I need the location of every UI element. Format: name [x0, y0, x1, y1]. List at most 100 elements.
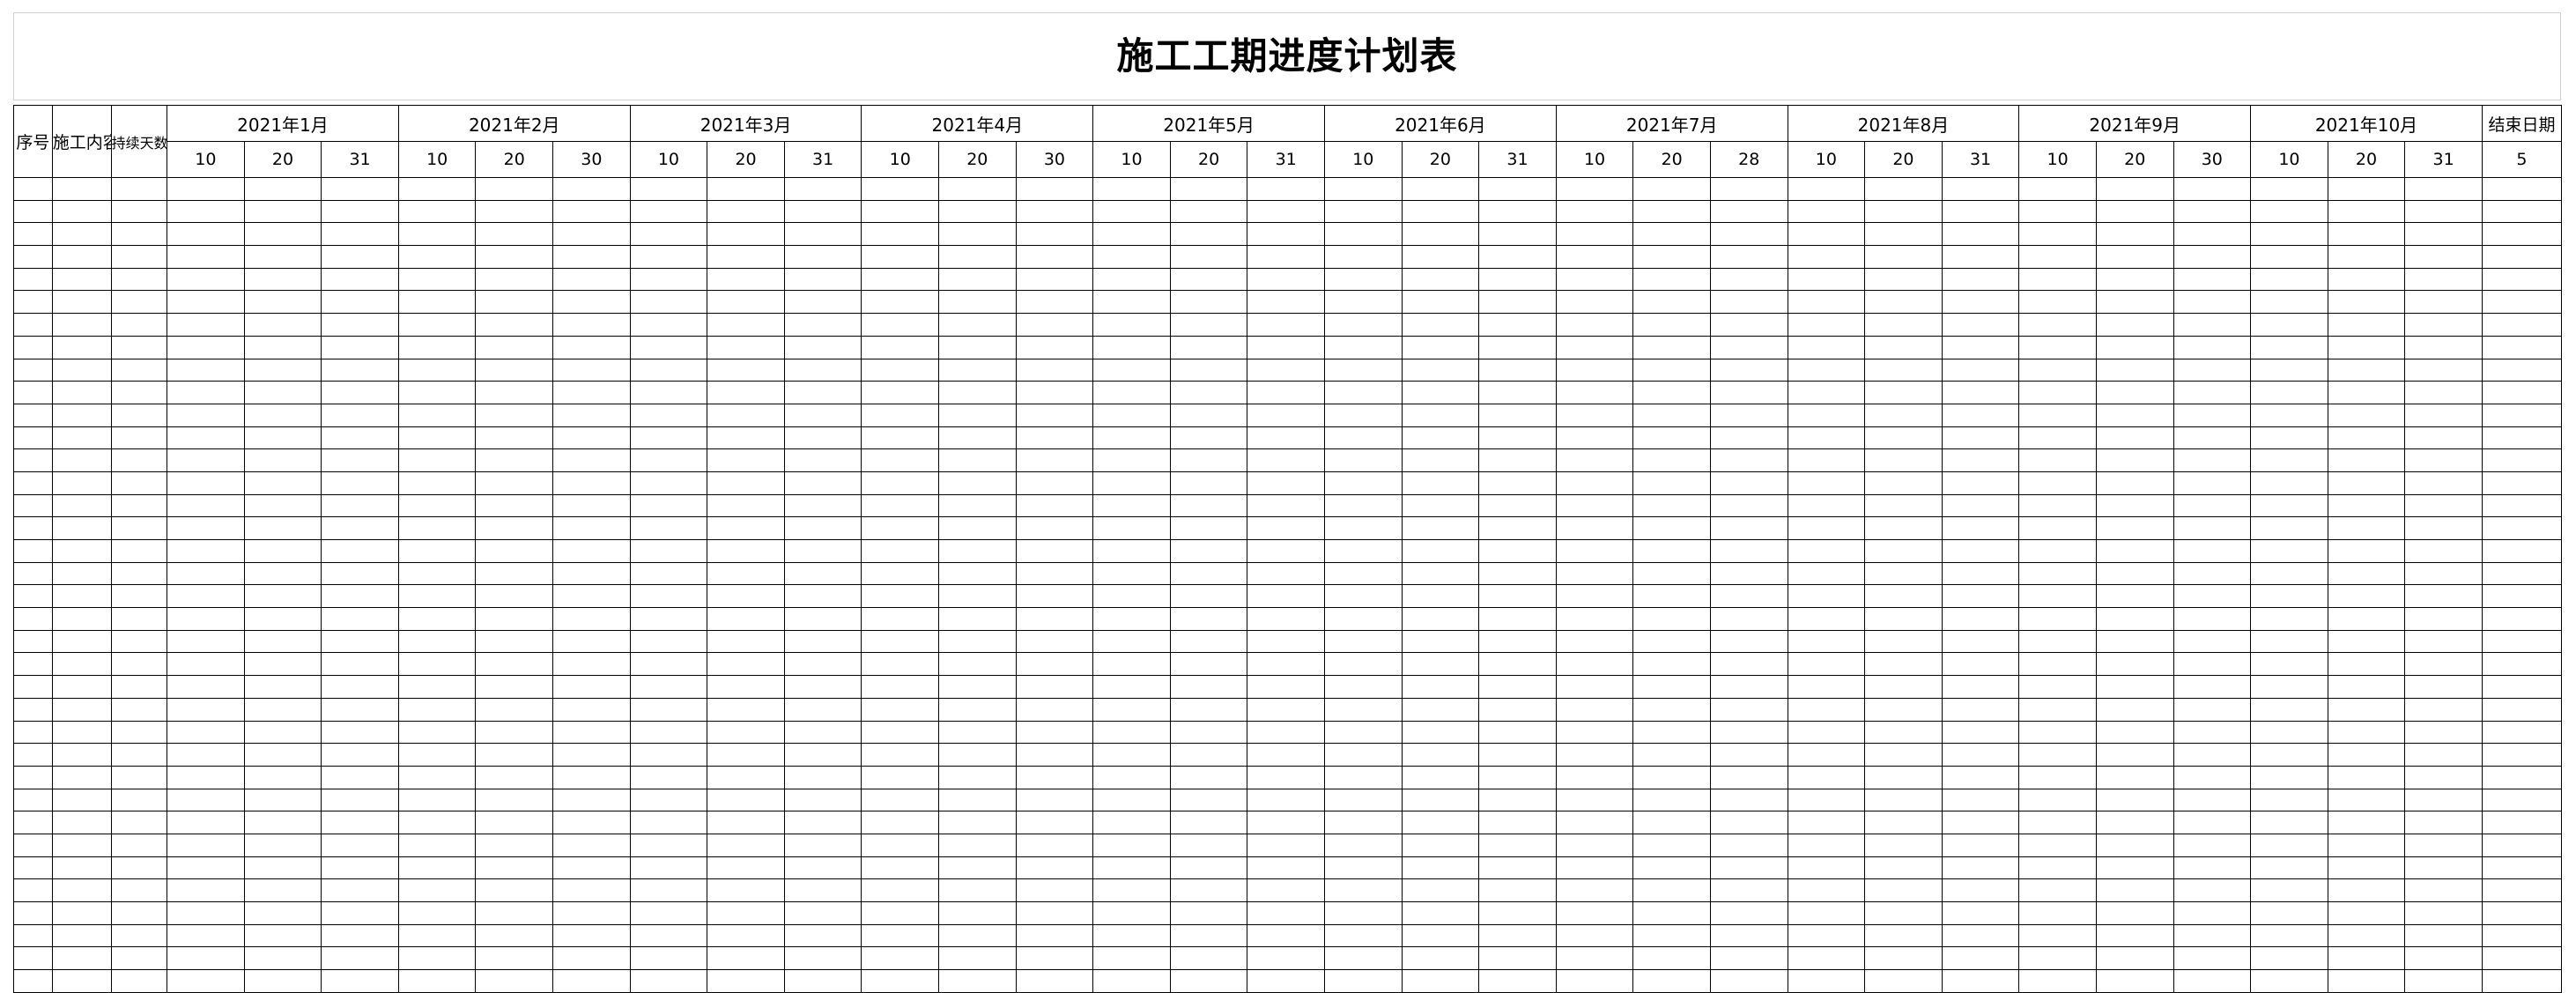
table-cell[interactable]	[707, 788, 785, 812]
table-cell[interactable]	[1169, 426, 1248, 450]
table-cell[interactable]	[2404, 720, 2483, 745]
table-cell[interactable]	[707, 697, 785, 722]
table-cell[interactable]	[2404, 856, 2483, 880]
table-cell[interactable]	[1787, 901, 1866, 925]
table-cell[interactable]	[1709, 471, 1788, 495]
table-cell[interactable]	[707, 743, 785, 767]
table-cell[interactable]	[1478, 493, 1557, 518]
table-cell[interactable]	[1092, 290, 1171, 315]
table-cell[interactable]	[861, 267, 940, 292]
table-cell[interactable]	[1401, 629, 1480, 654]
table-cell[interactable]	[1092, 946, 1171, 971]
table-cell[interactable]	[938, 177, 1017, 201]
table-cell[interactable]	[1401, 403, 1480, 427]
table-cell[interactable]	[397, 561, 477, 586]
table-cell[interactable]	[1323, 516, 1403, 540]
table-cell[interactable]	[2095, 675, 2174, 699]
table-cell[interactable]	[1401, 448, 1480, 472]
table-cell[interactable]	[1478, 290, 1557, 315]
table-cell[interactable]	[1015, 493, 1094, 518]
table-cell[interactable]	[2173, 403, 2252, 427]
table-cell[interactable]	[1864, 856, 1943, 880]
table-cell[interactable]	[13, 403, 53, 427]
table-cell[interactable]	[861, 335, 940, 359]
table-cell[interactable]	[707, 652, 785, 677]
table-cell[interactable]	[2095, 358, 2174, 382]
table-cell[interactable]	[13, 878, 53, 902]
table-cell[interactable]	[2481, 561, 2563, 586]
table-cell[interactable]	[243, 245, 322, 269]
table-cell[interactable]	[2095, 426, 2174, 450]
table-cell[interactable]	[2404, 765, 2483, 789]
table-cell[interactable]	[167, 426, 245, 450]
table-cell[interactable]	[2250, 629, 2328, 654]
table-cell[interactable]	[321, 878, 399, 902]
table-cell[interactable]	[243, 493, 322, 518]
table-cell[interactable]	[2250, 584, 2328, 609]
table-cell[interactable]	[243, 629, 322, 654]
table-cell[interactable]	[321, 426, 399, 450]
table-cell[interactable]	[2327, 245, 2406, 269]
table-cell[interactable]	[1787, 222, 1866, 247]
table-cell[interactable]	[1787, 381, 1866, 404]
table-cell[interactable]	[2250, 743, 2328, 767]
table-cell[interactable]	[1247, 675, 1325, 699]
table-cell[interactable]	[938, 426, 1017, 450]
table-cell[interactable]	[1787, 833, 1866, 857]
table-cell[interactable]	[1787, 290, 1866, 315]
table-cell[interactable]	[1941, 765, 2020, 789]
table-cell[interactable]	[2481, 471, 2563, 495]
table-cell[interactable]	[167, 539, 245, 563]
table-cell[interactable]	[321, 901, 399, 925]
table-row[interactable]	[13, 856, 2563, 880]
table-cell[interactable]	[1247, 901, 1325, 925]
table-cell[interactable]	[552, 743, 631, 767]
table-cell[interactable]	[552, 878, 631, 902]
table-cell[interactable]	[707, 923, 785, 948]
table-cell[interactable]	[2481, 629, 2563, 654]
table-cell[interactable]	[1632, 267, 1711, 292]
table-cell[interactable]	[2018, 381, 2097, 404]
table-cell[interactable]	[2481, 675, 2563, 699]
table-cell[interactable]	[1323, 539, 1403, 563]
table-cell[interactable]	[552, 493, 631, 518]
table-cell[interactable]	[2095, 878, 2174, 902]
table-cell[interactable]	[167, 267, 245, 292]
table-cell[interactable]	[475, 720, 554, 745]
table-cell[interactable]	[1015, 765, 1094, 789]
table-cell[interactable]	[1092, 199, 1171, 224]
table-cell[interactable]	[861, 901, 940, 925]
table-cell[interactable]	[938, 720, 1017, 745]
table-row[interactable]	[13, 720, 2563, 745]
table-cell[interactable]	[629, 335, 708, 359]
table-cell[interactable]	[2404, 878, 2483, 902]
table-cell[interactable]	[2481, 426, 2563, 450]
table-cell[interactable]	[1169, 313, 1248, 337]
table-cell[interactable]	[1092, 245, 1171, 269]
table-row[interactable]	[13, 245, 2563, 269]
table-cell[interactable]	[13, 629, 53, 654]
table-cell[interactable]	[1709, 788, 1788, 812]
table-cell[interactable]	[1323, 493, 1403, 518]
table-cell[interactable]	[861, 290, 940, 315]
table-cell[interactable]	[1709, 697, 1788, 722]
table-cell[interactable]	[1787, 811, 1866, 834]
table-cell[interactable]	[861, 856, 940, 880]
table-cell[interactable]	[1709, 833, 1788, 857]
table-cell[interactable]	[2095, 720, 2174, 745]
table-cell[interactable]	[1169, 584, 1248, 609]
table-cell[interactable]	[1092, 471, 1171, 495]
table-cell[interactable]	[1632, 901, 1711, 925]
table-cell[interactable]	[1709, 901, 1788, 925]
table-cell[interactable]	[1323, 471, 1403, 495]
table-cell[interactable]	[1555, 561, 1634, 586]
table-cell[interactable]	[1709, 358, 1788, 382]
table-cell[interactable]	[1941, 335, 2020, 359]
table-cell[interactable]	[629, 720, 708, 745]
table-cell[interactable]	[110, 290, 168, 315]
table-cell[interactable]	[13, 267, 53, 292]
table-cell[interactable]	[707, 290, 785, 315]
table-cell[interactable]	[1941, 946, 2020, 971]
table-cell[interactable]	[1941, 923, 2020, 948]
table-cell[interactable]	[1864, 878, 1943, 902]
